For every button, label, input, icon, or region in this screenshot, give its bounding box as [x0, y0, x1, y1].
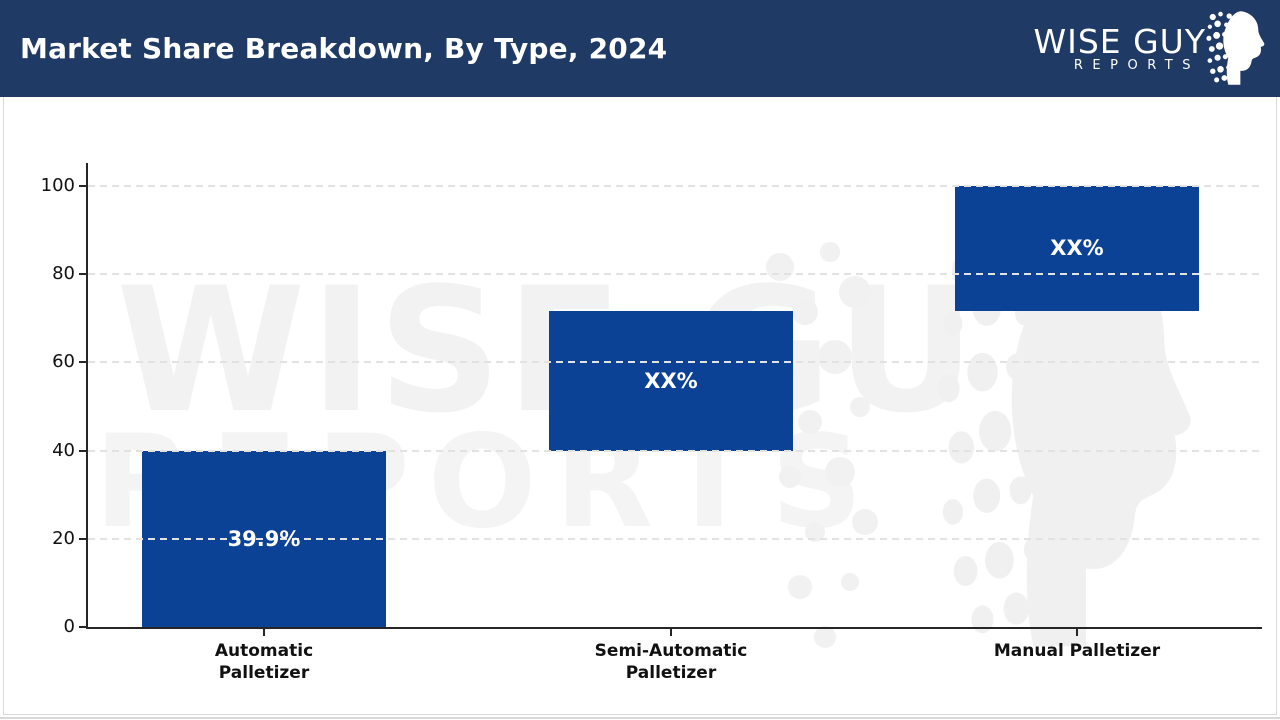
wiseguy-logo: WISE GUY REPORTS	[992, 0, 1272, 97]
y-tick-mark	[79, 449, 86, 452]
y-tick-label: 80	[52, 263, 75, 285]
bar-manual-palletizer	[955, 186, 1199, 311]
y-tick-mark	[79, 185, 86, 187]
x-tick-mark	[670, 629, 672, 636]
y-axis-line	[86, 163, 88, 629]
header-bar: Market Share Breakdown, By Type, 2024 WI…	[0, 0, 1280, 97]
bar-semi-automatic-palletizer	[549, 310, 793, 452]
gridline	[88, 361, 1262, 364]
x-tick-mark	[263, 629, 265, 636]
x-axis-label-line: Semi-Automatic	[594, 641, 748, 661]
x-axis-line	[86, 627, 1262, 629]
y-tick-label: 100	[40, 175, 75, 196]
logo-wordmark: WISE GUY	[1033, 22, 1206, 61]
y-tick-label: 20	[52, 527, 75, 549]
bar-value-label: XX%	[1050, 236, 1104, 261]
x-axis-label-line: Palletizer	[218, 663, 310, 683]
x-axis-label: Automatic Palletizer	[144, 640, 384, 684]
x-axis-label-line: Automatic	[214, 641, 314, 661]
x-axis-label-line: Palletizer	[625, 663, 717, 683]
logo-subtext: REPORTS	[1073, 58, 1200, 73]
y-tick-mark	[79, 361, 86, 364]
gridline	[88, 449, 1262, 452]
y-tick-label: 40	[52, 439, 75, 461]
y-tick-label: 0	[63, 616, 75, 637]
gridline	[88, 273, 1262, 276]
bottom-border	[0, 717, 1280, 719]
x-axis-label: Semi-Automatic Palletizer	[551, 640, 791, 684]
y-tick-mark	[79, 537, 86, 540]
x-axis-label-line: Manual Palletizer	[993, 641, 1161, 661]
page-title: Market Share Breakdown, By Type, 2024	[20, 32, 668, 65]
y-tick-mark	[79, 273, 86, 276]
gridline	[88, 537, 1262, 540]
y-tick-mark	[79, 626, 86, 628]
gridline	[88, 185, 1262, 187]
x-tick-mark	[1076, 629, 1078, 636]
x-axis-label: Manual Palletizer	[957, 640, 1197, 662]
bar-value-label: 39.9%	[227, 527, 301, 552]
y-tick-label: 60	[52, 351, 75, 373]
watermark: WISE GU REPORTS	[4, 97, 1276, 715]
logo-face-icon	[1206, 9, 1266, 87]
bar-value-label: XX%	[644, 368, 698, 393]
